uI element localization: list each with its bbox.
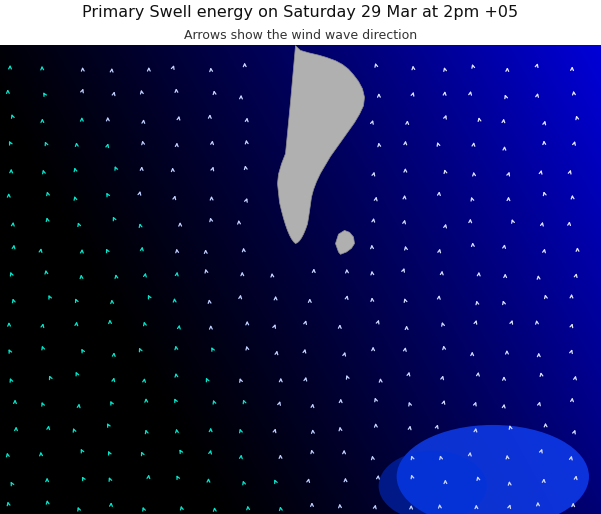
Ellipse shape [397,425,589,514]
Text: Arrows show the wind wave direction: Arrows show the wind wave direction [184,29,417,42]
Ellipse shape [379,451,487,514]
Text: Primary Swell energy on Saturday 29 Mar at 2pm +05: Primary Swell energy on Saturday 29 Mar … [82,5,519,20]
